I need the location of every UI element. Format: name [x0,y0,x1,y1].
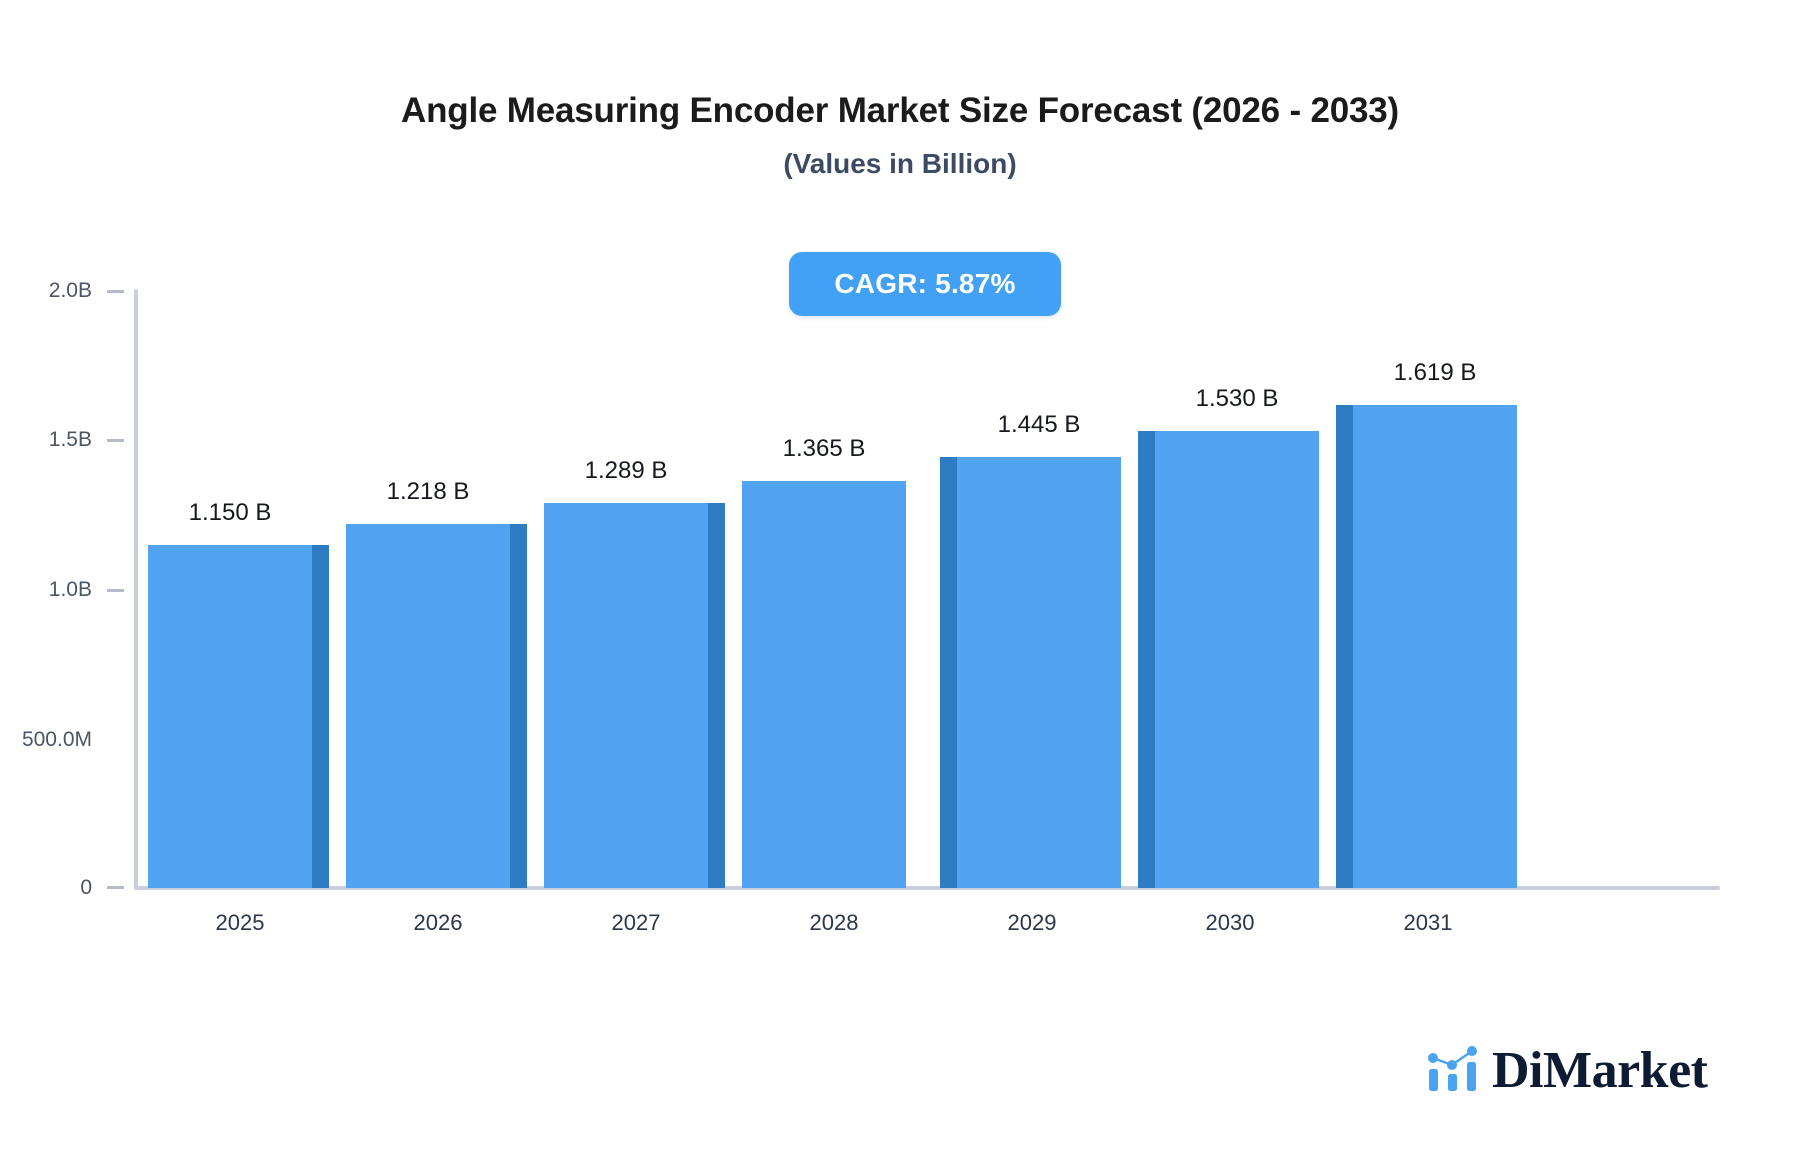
y-tick-label-1-5b: 1.5B [48,428,92,451]
bar-side-2025 [312,545,329,888]
cagr-badge: CAGR: 5.87% [789,252,1061,316]
bar-face-2031 [1353,405,1517,888]
y-tick-label-0: 0 [80,876,92,899]
x-tick-label-2025: 2025 [215,910,265,935]
y-tick-mark-0 [107,886,124,889]
x-axis-line [134,886,1720,890]
bar-value-label-2029: 1.445 B [997,411,1081,438]
chart-subtitle: (Values in Billion) [783,147,1017,179]
x-tick-label-2028: 2028 [809,910,859,935]
cagr-badge-label: CAGR: 5.87% [834,268,1016,299]
x-tick-label-2027: 2027 [611,910,661,935]
bar-side-2027 [708,503,725,888]
bar-face-2028 [742,481,906,888]
bar-value-label-2025: 1.150 B [188,499,272,526]
bar-side-2031 [1336,405,1353,888]
y-tick-mark-2-0b [107,290,124,293]
bar-value-label-2027: 1.289 B [584,457,668,484]
x-tick-label-2026: 2026 [413,910,463,935]
x-tick-label-2031: 2031 [1403,910,1453,935]
bar-2025 [148,545,329,888]
bar-side-2026 [510,524,527,888]
bar-2027 [544,503,725,888]
chart-header: Angle Measuring Encoder Market Size Fore… [0,91,1800,180]
bar-face-2029 [957,457,1121,888]
bar-2031 [1336,405,1517,888]
y-tick-label-500-0m: 500.0M [21,728,92,751]
page-title: Angle Measuring Encoder Market Size Fore… [401,91,1399,130]
x-tick-label-2029: 2029 [1007,910,1057,935]
y-tick-mark-1-0b [107,589,124,592]
brand-logo: DiMarket [1427,1041,1708,1099]
bar-2028 [742,481,906,888]
bar-side-2030 [1138,431,1155,888]
bar-face-2027 [544,503,708,888]
bar-face-2030 [1155,431,1319,888]
bar-2030 [1138,431,1319,888]
y-tick-label-1-0b: 1.0B [48,578,92,601]
y-tick-label-2-0b: 2.0B [48,279,92,302]
bar-value-label-2031: 1.619 B [1393,359,1477,386]
y-axis-line [134,289,138,890]
bar-value-label-2030: 1.530 B [1195,385,1279,412]
x-tick-label-2030: 2030 [1205,910,1255,935]
bar-value-label-2026: 1.218 B [386,478,470,505]
bar-value-label-2028: 1.365 B [782,435,866,462]
bar-face-2026 [346,524,510,888]
bar-side-2029 [940,457,957,888]
brand-name: DiMarket [1492,1041,1708,1099]
y-tick-mark-1-5b [107,439,124,442]
bar-face-2025 [148,545,312,888]
bar-2029 [940,457,1121,888]
bar-chart-logo-icon [1427,1043,1479,1098]
bar-2026 [346,524,527,888]
